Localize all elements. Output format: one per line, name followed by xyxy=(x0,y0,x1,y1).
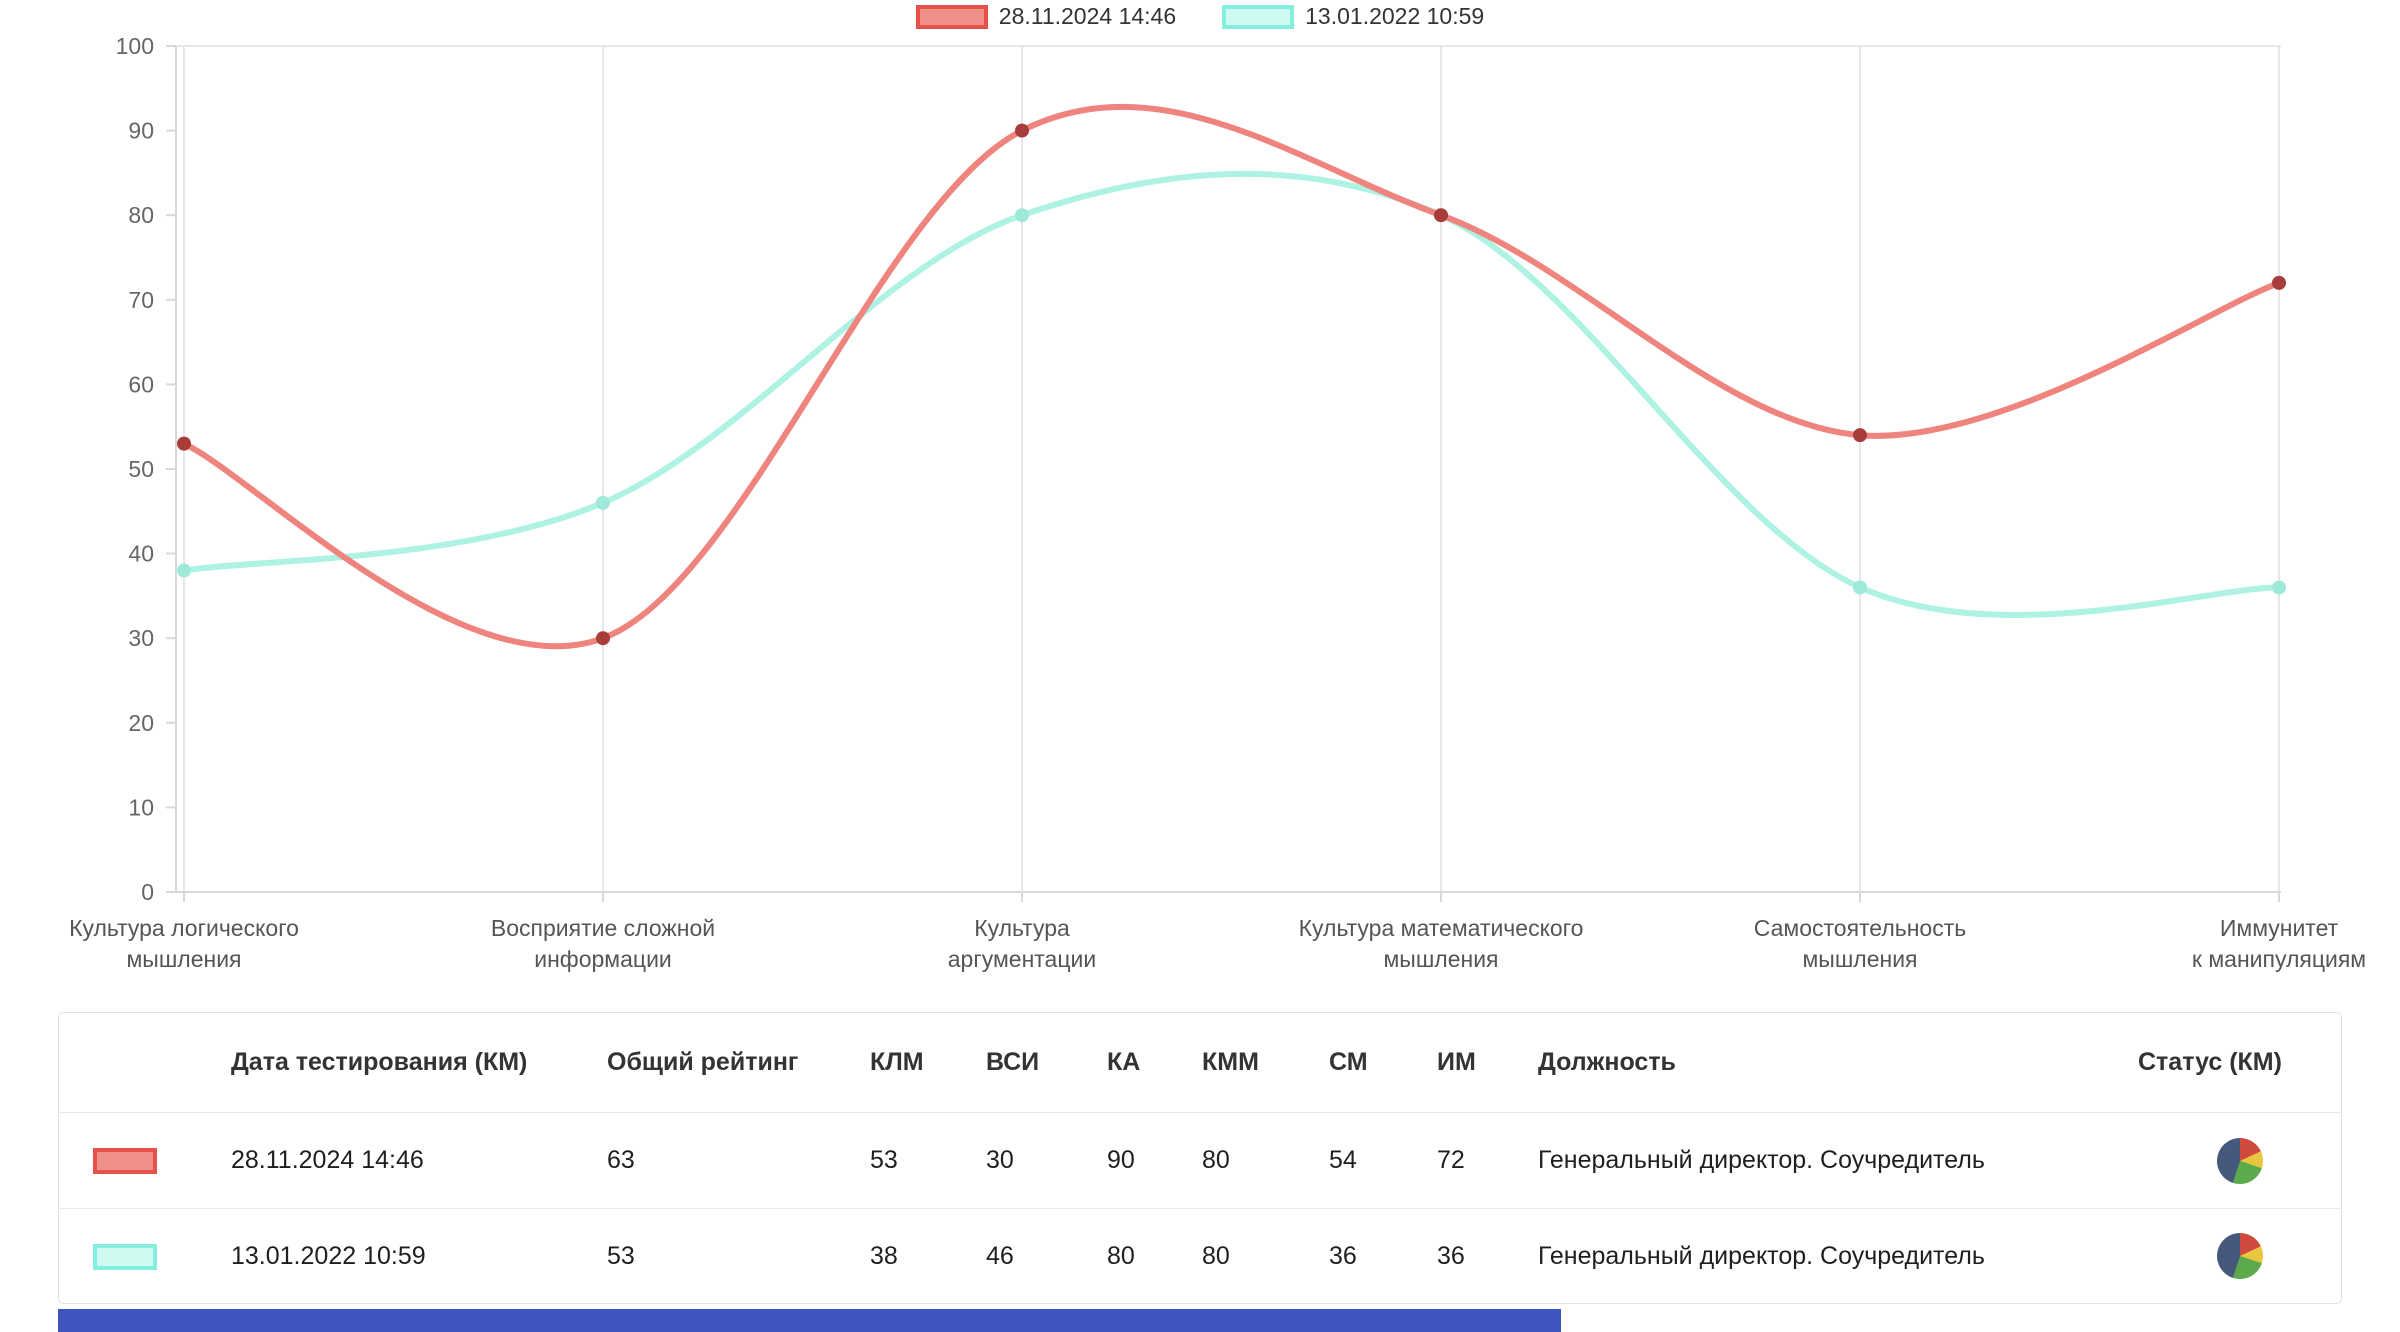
legend-swatch-cyan xyxy=(1222,4,1295,29)
header-im: ИМ xyxy=(1437,1048,1476,1076)
cell-klm: 53 xyxy=(870,1146,898,1174)
status-pie-icon[interactable] xyxy=(2216,1233,2263,1279)
category-label: Культура логического мышления xyxy=(69,915,299,972)
header-sm: СМ xyxy=(1329,1048,1368,1076)
header-rating: Общий рейтинг xyxy=(607,1048,799,1076)
y-axis-label: 60 xyxy=(128,371,154,397)
header-ka: КА xyxy=(1107,1048,1141,1076)
header-klm: КЛМ xyxy=(870,1048,924,1076)
cell-status xyxy=(2138,1137,2341,1184)
category-label: Культура математического мышления xyxy=(1299,915,1584,972)
cell-sm: 36 xyxy=(1329,1241,1357,1270)
series-line[interactable] xyxy=(181,103,2282,650)
cell-ka: 80 xyxy=(1107,1241,1135,1270)
header-status: Статус (КМ) xyxy=(2138,1048,2282,1076)
series-point[interactable] xyxy=(1015,123,1029,138)
y-axis-label: 40 xyxy=(128,541,154,567)
y-axis-label: 10 xyxy=(128,794,154,820)
cell-rating: 63 xyxy=(607,1146,635,1174)
cell-kmm: 80 xyxy=(1202,1146,1230,1174)
cell-im: 72 xyxy=(1437,1146,1465,1174)
cell-position: Генеральный директор. Соучредитель xyxy=(1538,1241,1985,1270)
y-axis-label: 20 xyxy=(128,710,154,736)
cell-im: 36 xyxy=(1437,1241,1465,1270)
table-header-row: Дата тестирования (КМ) Общий рейтинг КЛМ… xyxy=(59,1013,2341,1113)
table-row[interactable]: 28.11.2024 14:46 63 53 30 90 80 54 72 Ге… xyxy=(59,1113,2341,1208)
cell-vsi: 46 xyxy=(986,1241,1014,1270)
legend-item-series-1[interactable]: 28.11.2024 14:46 xyxy=(915,3,1177,30)
category-label: Самостоятельность мышления xyxy=(1754,915,1967,972)
series-line[interactable] xyxy=(181,170,2282,618)
y-axis-label: 70 xyxy=(128,287,154,313)
category-label: Культура аргументации xyxy=(948,915,1096,972)
table-row[interactable]: 13.01.2022 10:59 53 38 46 80 80 36 36 Ге… xyxy=(59,1208,2341,1303)
series-point[interactable] xyxy=(177,563,191,578)
category-label: Иммунитет к манипуляциям xyxy=(2192,915,2366,972)
chart-legend: 28.11.2024 14:46 13.01.2022 10:59 xyxy=(0,3,2400,30)
legend-item-series-2[interactable]: 13.01.2022 10:59 xyxy=(1222,3,1484,30)
series-point[interactable] xyxy=(596,631,610,646)
row-swatch-cell xyxy=(59,1242,231,1271)
series-point[interactable] xyxy=(1853,580,1867,595)
results-table: Дата тестирования (КМ) Общий рейтинг КЛМ… xyxy=(58,1012,2342,1304)
cell-status xyxy=(2138,1233,2341,1279)
header-kmm: КММ xyxy=(1202,1048,1259,1076)
legend-label: 13.01.2022 10:59 xyxy=(1305,3,1485,29)
bottom-bar xyxy=(58,1309,1561,1332)
series-point[interactable] xyxy=(596,495,610,510)
y-axis-label: 0 xyxy=(141,879,154,905)
category-label: Восприятие сложной информации xyxy=(491,915,715,972)
series-point[interactable] xyxy=(177,436,191,451)
line-chart[interactable]: 0 10 20 30 40 50 60 70 80 90 100 Культура логическо… xyxy=(0,0,2400,985)
cell-date: 28.11.2024 14:46 xyxy=(231,1146,424,1174)
y-axis-label: 90 xyxy=(128,118,154,144)
series-point[interactable] xyxy=(1853,428,1867,443)
legend-label: 28.11.2024 14:46 xyxy=(998,3,1177,29)
cell-vsi: 30 xyxy=(986,1146,1014,1174)
cell-date: 13.01.2022 10:59 xyxy=(231,1241,426,1270)
legend-swatch-red xyxy=(915,4,988,29)
series-point[interactable] xyxy=(2272,275,2286,290)
y-axis-label: 80 xyxy=(128,202,154,228)
status-pie-icon[interactable] xyxy=(2216,1137,2263,1184)
row-swatch-cell xyxy=(59,1146,231,1175)
cell-sm: 54 xyxy=(1329,1146,1357,1174)
y-axis-label: 50 xyxy=(128,456,154,482)
header-date: Дата тестирования (КМ) xyxy=(231,1048,528,1076)
header-position: Должность xyxy=(1538,1048,1676,1076)
cell-kmm: 80 xyxy=(1202,1241,1230,1270)
cell-rating: 53 xyxy=(607,1241,635,1270)
cell-ka: 90 xyxy=(1107,1146,1135,1174)
series-color-swatch xyxy=(93,1243,157,1270)
series-point[interactable] xyxy=(1434,208,1448,223)
header-vsi: ВСИ xyxy=(986,1048,1040,1076)
series-point[interactable] xyxy=(1015,208,1029,223)
cell-klm: 38 xyxy=(870,1241,898,1270)
y-axis-label: 100 xyxy=(116,33,154,59)
series-point[interactable] xyxy=(2272,580,2286,595)
y-axis-label: 30 xyxy=(128,625,154,651)
series-color-swatch xyxy=(93,1148,157,1175)
cell-position: Генеральный директор. Соучредитель xyxy=(1538,1146,1985,1174)
